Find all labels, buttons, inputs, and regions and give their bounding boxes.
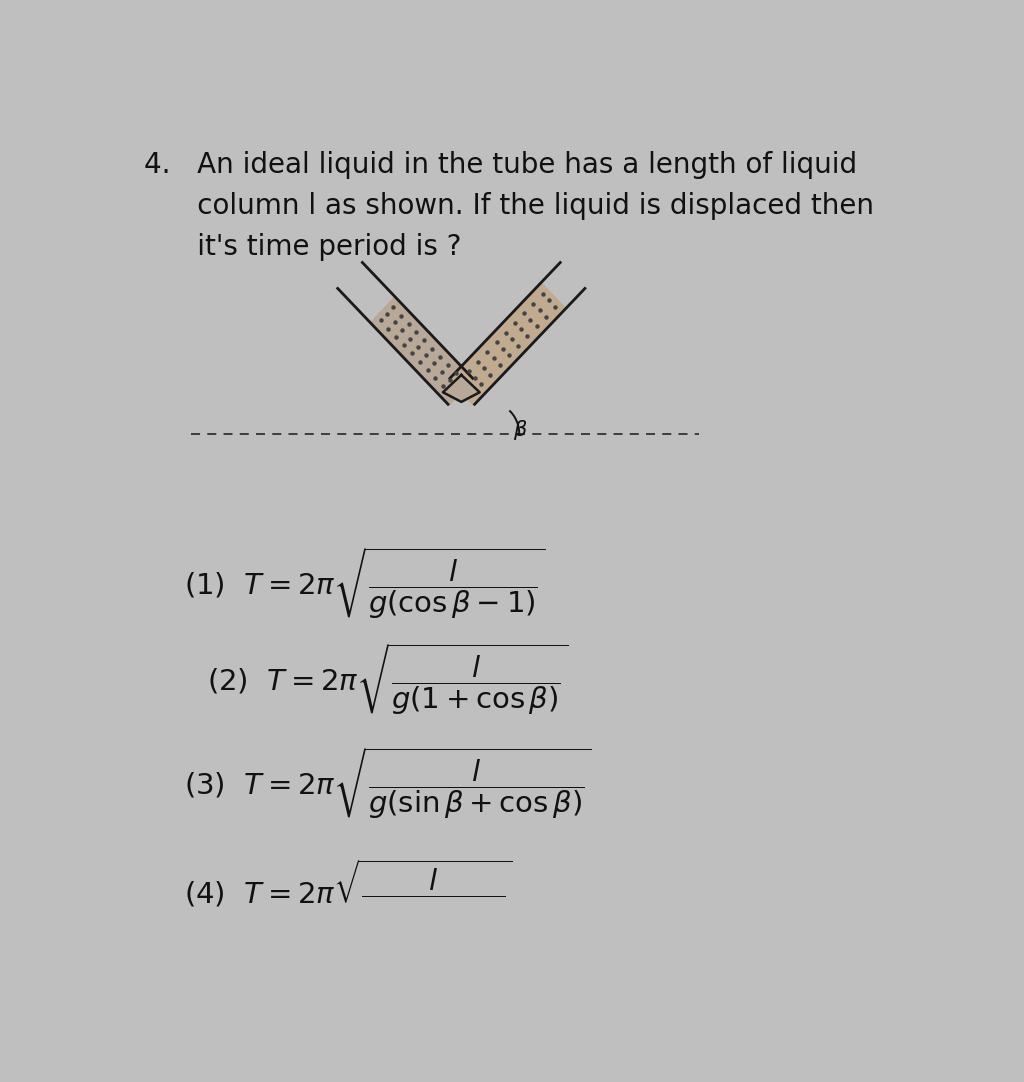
Polygon shape (371, 296, 474, 406)
Text: $(1)$  $T = 2\pi\sqrt{\dfrac{l}{g(\cos\beta - 1)}}$: $(1)$ $T = 2\pi\sqrt{\dfrac{l}{g(\cos\be… (183, 545, 545, 622)
Text: 4.   An ideal liquid in the tube has a length of liquid
      column l as shown.: 4. An ideal liquid in the tube has a len… (143, 150, 873, 261)
Text: $(2)$  $T = 2\pi\sqrt{\dfrac{l}{g(1 + \cos\beta)}}$: $(2)$ $T = 2\pi\sqrt{\dfrac{l}{g(1 + \co… (207, 642, 568, 717)
Text: $(3)$  $T = 2\pi\sqrt{\dfrac{l}{g(\sin\beta + \cos\beta)}}$: $(3)$ $T = 2\pi\sqrt{\dfrac{l}{g(\sin\be… (183, 745, 591, 822)
Polygon shape (443, 375, 479, 401)
Polygon shape (449, 282, 565, 406)
Text: $(4)$  $T = 2\pi\sqrt{\dfrac{l}{\quad\quad\quad\quad\quad}}$: $(4)$ $T = 2\pi\sqrt{\dfrac{l}{\quad\qua… (183, 858, 512, 910)
Text: $\beta$: $\beta$ (513, 418, 527, 441)
